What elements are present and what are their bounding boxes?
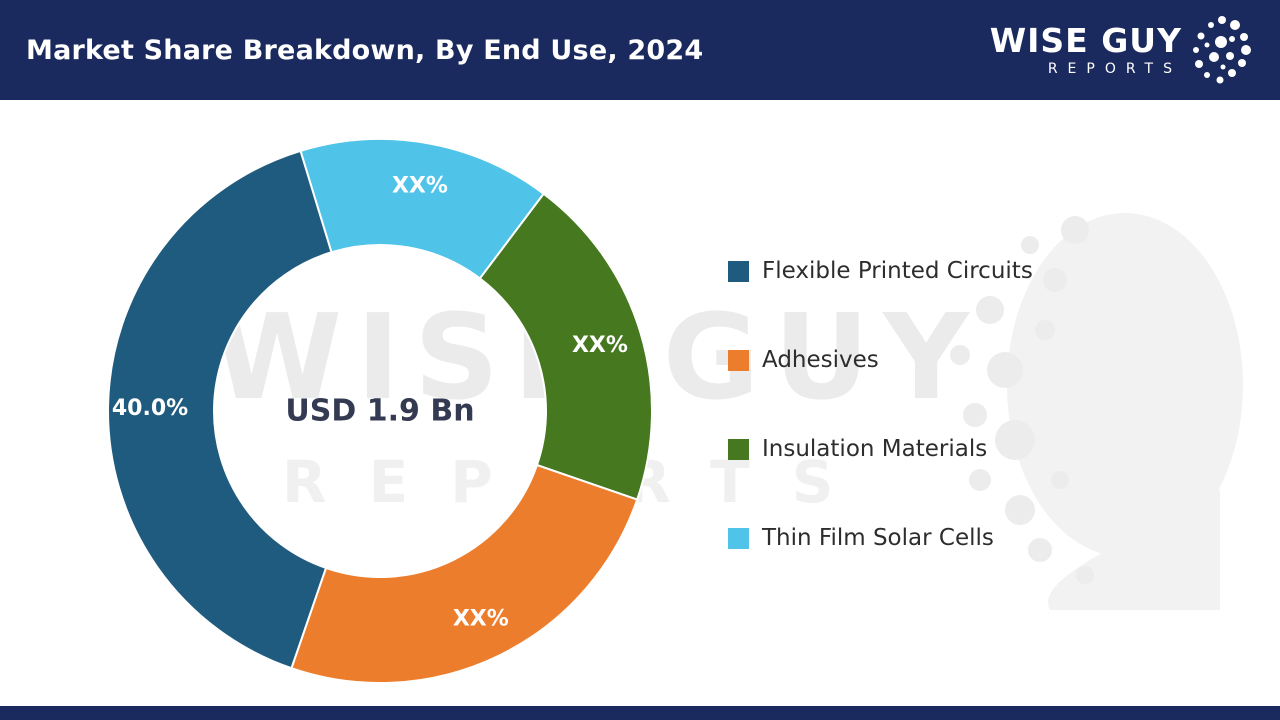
slice-value-label: XX%	[453, 607, 509, 632]
logo-text: WISE GUY REPORTS	[989, 20, 1182, 77]
slice-value-label: 40.0%	[112, 396, 188, 421]
donut-segment-flexible-printed-circuits	[107, 149, 333, 670]
legend-label: Insulation Materials	[762, 436, 988, 462]
donut-segment-adhesives	[290, 463, 639, 684]
legend-label: Flexible Printed Circuits	[762, 258, 1033, 284]
logo-wordmark: WISE GUY	[989, 20, 1182, 60]
legend-item-flexible-printed-circuits: Flexible Printed Circuits	[728, 258, 1033, 285]
donut-chart-area: XX% XX% XX% 40.0%	[100, 131, 660, 697]
donut-segment-insulation-materials	[478, 192, 653, 501]
legend-item-insulation-materials: Insulation Materials	[728, 436, 1033, 463]
legend: Flexible Printed Circuits Adhesives Insula…	[728, 258, 1033, 552]
logo-subtext: REPORTS	[1047, 60, 1182, 77]
footer-bar	[0, 706, 1280, 720]
page-title: Market Share Breakdown, By End Use, 2024	[26, 34, 704, 66]
watermark-head-silhouette	[950, 213, 1243, 610]
slice-value-label: XX%	[392, 173, 448, 198]
watermark-dots	[950, 216, 1094, 584]
slice-value-label: XX%	[572, 333, 628, 358]
logo-head-icon	[1193, 16, 1251, 84]
legend-swatch	[728, 350, 749, 371]
legend-item-thin-film-solar-cells: Thin Film Solar Cells	[728, 525, 1033, 552]
chart-center-label: USD 1.9 Bn	[285, 393, 475, 429]
header: Market Share Breakdown, By End Use, 2024…	[0, 0, 1280, 100]
legend-swatch	[728, 439, 749, 460]
legend-label: Thin Film Solar Cells	[762, 525, 994, 551]
legend-item-adhesives: Adhesives	[728, 347, 1033, 374]
logo: WISE GUY REPORTS	[990, 12, 1254, 88]
legend-label: Adhesives	[762, 347, 879, 373]
legend-swatch	[728, 528, 749, 549]
legend-swatch	[728, 261, 749, 282]
donut-chart: XX% XX% XX% 40.0%	[107, 138, 653, 684]
